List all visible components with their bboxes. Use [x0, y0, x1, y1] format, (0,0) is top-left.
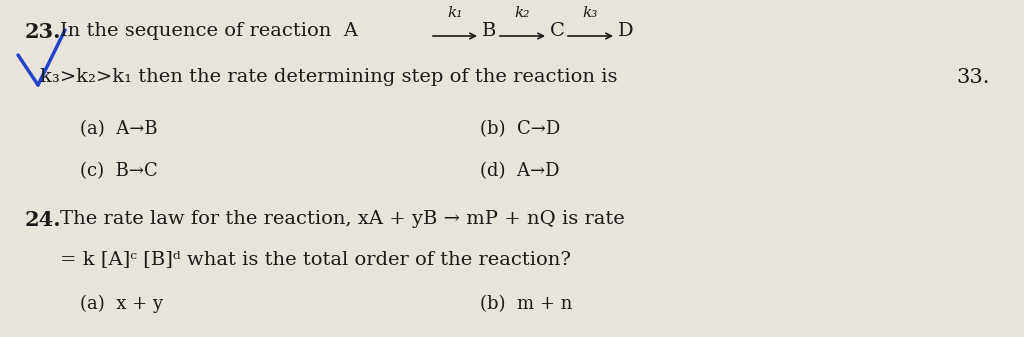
- Text: k₁: k₁: [447, 6, 463, 20]
- Text: (a)  x + y: (a) x + y: [80, 295, 163, 313]
- Text: B: B: [482, 22, 497, 40]
- Text: k₂: k₂: [515, 6, 530, 20]
- Text: D: D: [618, 22, 634, 40]
- Text: In the sequence of reaction  A: In the sequence of reaction A: [60, 22, 358, 40]
- Text: k₃>k₂>k₁ then the rate determining step of the reaction is: k₃>k₂>k₁ then the rate determining step …: [40, 68, 617, 86]
- Text: (b)  C→D: (b) C→D: [480, 120, 560, 138]
- Text: 24.: 24.: [25, 210, 61, 230]
- Text: (d)  A→D: (d) A→D: [480, 162, 559, 180]
- Text: C: C: [550, 22, 565, 40]
- Text: (b)  m + n: (b) m + n: [480, 295, 572, 313]
- Text: (c)  B→C: (c) B→C: [80, 162, 158, 180]
- Text: 33.: 33.: [956, 68, 990, 87]
- Text: k₃: k₃: [583, 6, 598, 20]
- Text: 23.: 23.: [25, 22, 61, 42]
- Text: (a)  A→B: (a) A→B: [80, 120, 158, 138]
- Text: The rate law for the reaction, xA + yB → mP + nQ is rate: The rate law for the reaction, xA + yB →…: [60, 210, 625, 228]
- Text: = k [A]ᶜ [B]ᵈ what is the total order of the reaction?: = k [A]ᶜ [B]ᵈ what is the total order of…: [60, 250, 571, 268]
